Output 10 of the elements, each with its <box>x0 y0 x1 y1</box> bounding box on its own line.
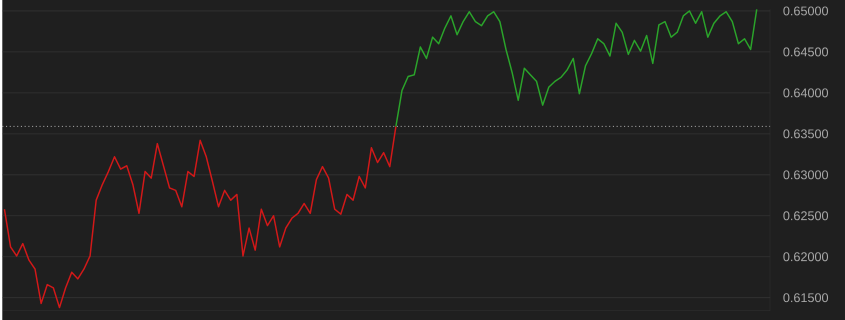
y-tick-label: 0.65000 <box>783 6 828 16</box>
y-tick-label: 0.64500 <box>783 47 828 56</box>
line-series <box>4 126 397 308</box>
y-tick-label: 0.63500 <box>783 129 828 138</box>
y-tick-label: 0.64000 <box>783 88 828 98</box>
y-tick-label: 0.63000 <box>783 170 828 180</box>
line-series <box>395 9 758 128</box>
y-tick-label: 0.62000 <box>783 252 828 262</box>
y-tick-label: 0.61500 <box>783 293 828 302</box>
y-tick-label: 0.62500 <box>783 211 828 220</box>
